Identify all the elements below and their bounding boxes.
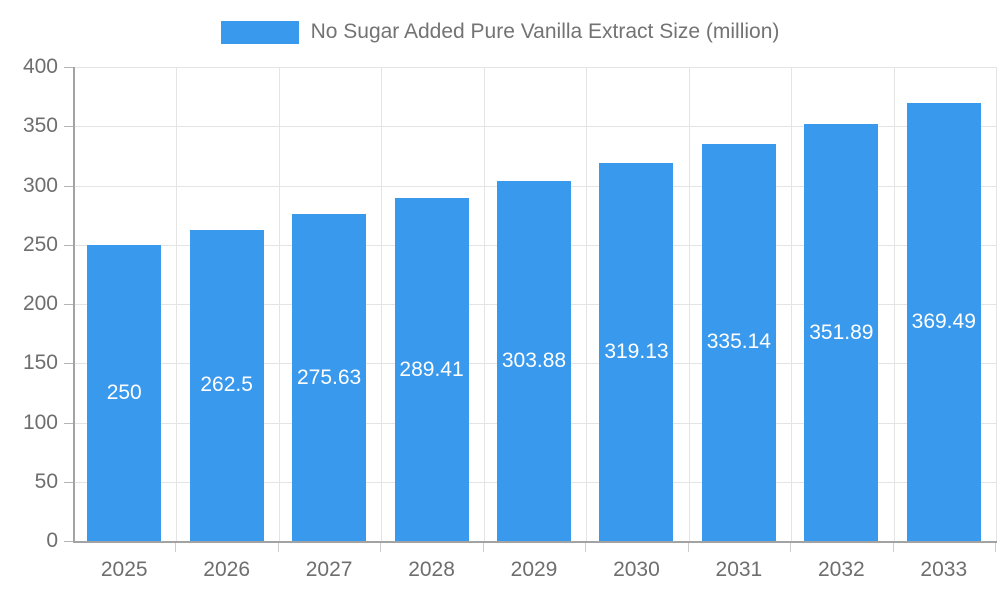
bar <box>189 229 264 541</box>
x-axis-tick <box>277 543 279 552</box>
bar-value-label: 250 <box>106 380 142 404</box>
x-axis-tick <box>790 543 792 552</box>
bar-value-label: 289.41 <box>399 357 464 381</box>
chart-legend: No Sugar Added Pure Vanilla Extract Size… <box>0 20 1000 44</box>
bar <box>87 244 162 541</box>
y-tick-label: 350 <box>22 114 58 138</box>
x-tick-label: 2026 <box>203 558 251 581</box>
y-tick-label: 150 <box>22 351 58 375</box>
x-axis-tick <box>585 543 587 552</box>
bar <box>292 214 367 541</box>
y-axis-tick <box>64 541 73 542</box>
legend-item[interactable]: No Sugar Added Pure Vanilla Extract Size… <box>220 20 780 44</box>
y-tick-label: 200 <box>22 292 58 315</box>
x-gridline <box>278 67 280 541</box>
x-tick-label: 2030 <box>613 558 660 581</box>
y-axis-tick <box>64 304 73 305</box>
bar-value-label: 369.49 <box>911 310 976 334</box>
x-gridline <box>688 67 690 541</box>
bar-value-label: 303.88 <box>501 348 567 372</box>
x-gridline <box>791 67 793 541</box>
x-axis-tick <box>482 543 484 552</box>
y-axis-tick <box>64 67 73 68</box>
x-tick-label: 2031 <box>715 558 763 581</box>
bar <box>599 162 674 541</box>
y-axis-tick <box>64 185 73 187</box>
y-axis-tick <box>64 481 73 483</box>
legend-swatch <box>220 20 299 44</box>
bar <box>497 180 571 541</box>
y-axis-tick <box>64 244 73 246</box>
x-tick-label: 2025 <box>100 558 148 581</box>
x-axis-tick <box>380 543 382 552</box>
y-tick-label: 0 <box>46 529 58 552</box>
bar-value-label: 319.13 <box>604 339 669 363</box>
x-axis-tick <box>892 543 894 552</box>
y-axis-tick <box>64 126 73 128</box>
y-axis-tick <box>64 422 73 424</box>
y-tick-label: 50 <box>34 469 58 493</box>
y-tick-label: 400 <box>22 55 58 78</box>
bar-value-label: 351.89 <box>809 320 874 344</box>
x-tick-label: 2033 <box>920 558 968 581</box>
y-axis-tick <box>64 363 73 365</box>
bar-value-label: 335.14 <box>706 330 771 354</box>
bar <box>701 143 776 541</box>
x-axis-tick <box>995 543 996 552</box>
bar <box>906 103 981 541</box>
y-tick-label: 300 <box>22 173 58 197</box>
x-gridline <box>586 67 588 541</box>
x-gridline <box>996 67 997 541</box>
y-tick-label: 250 <box>22 232 58 256</box>
x-axis-tick <box>687 543 689 552</box>
bar-value-label: 262.5 <box>200 373 253 397</box>
bar <box>804 124 879 541</box>
y-gridline <box>75 126 997 128</box>
y-tick-label: 100 <box>22 410 58 434</box>
y-gridline <box>75 67 997 68</box>
x-tick-label: 2032 <box>817 558 865 581</box>
x-tick-label: 2029 <box>510 558 558 581</box>
bar-value-label: 275.63 <box>296 365 362 389</box>
bar <box>394 198 469 541</box>
x-tick-label: 2027 <box>305 558 353 581</box>
legend-label: No Sugar Added Pure Vanilla Extract Size… <box>310 20 780 43</box>
x-gridline <box>893 67 895 541</box>
x-axis-tick <box>175 543 177 552</box>
x-gridline <box>483 67 485 541</box>
x-gridline <box>176 67 178 541</box>
x-tick-label: 2028 <box>408 558 455 581</box>
x-gridline <box>381 67 383 541</box>
